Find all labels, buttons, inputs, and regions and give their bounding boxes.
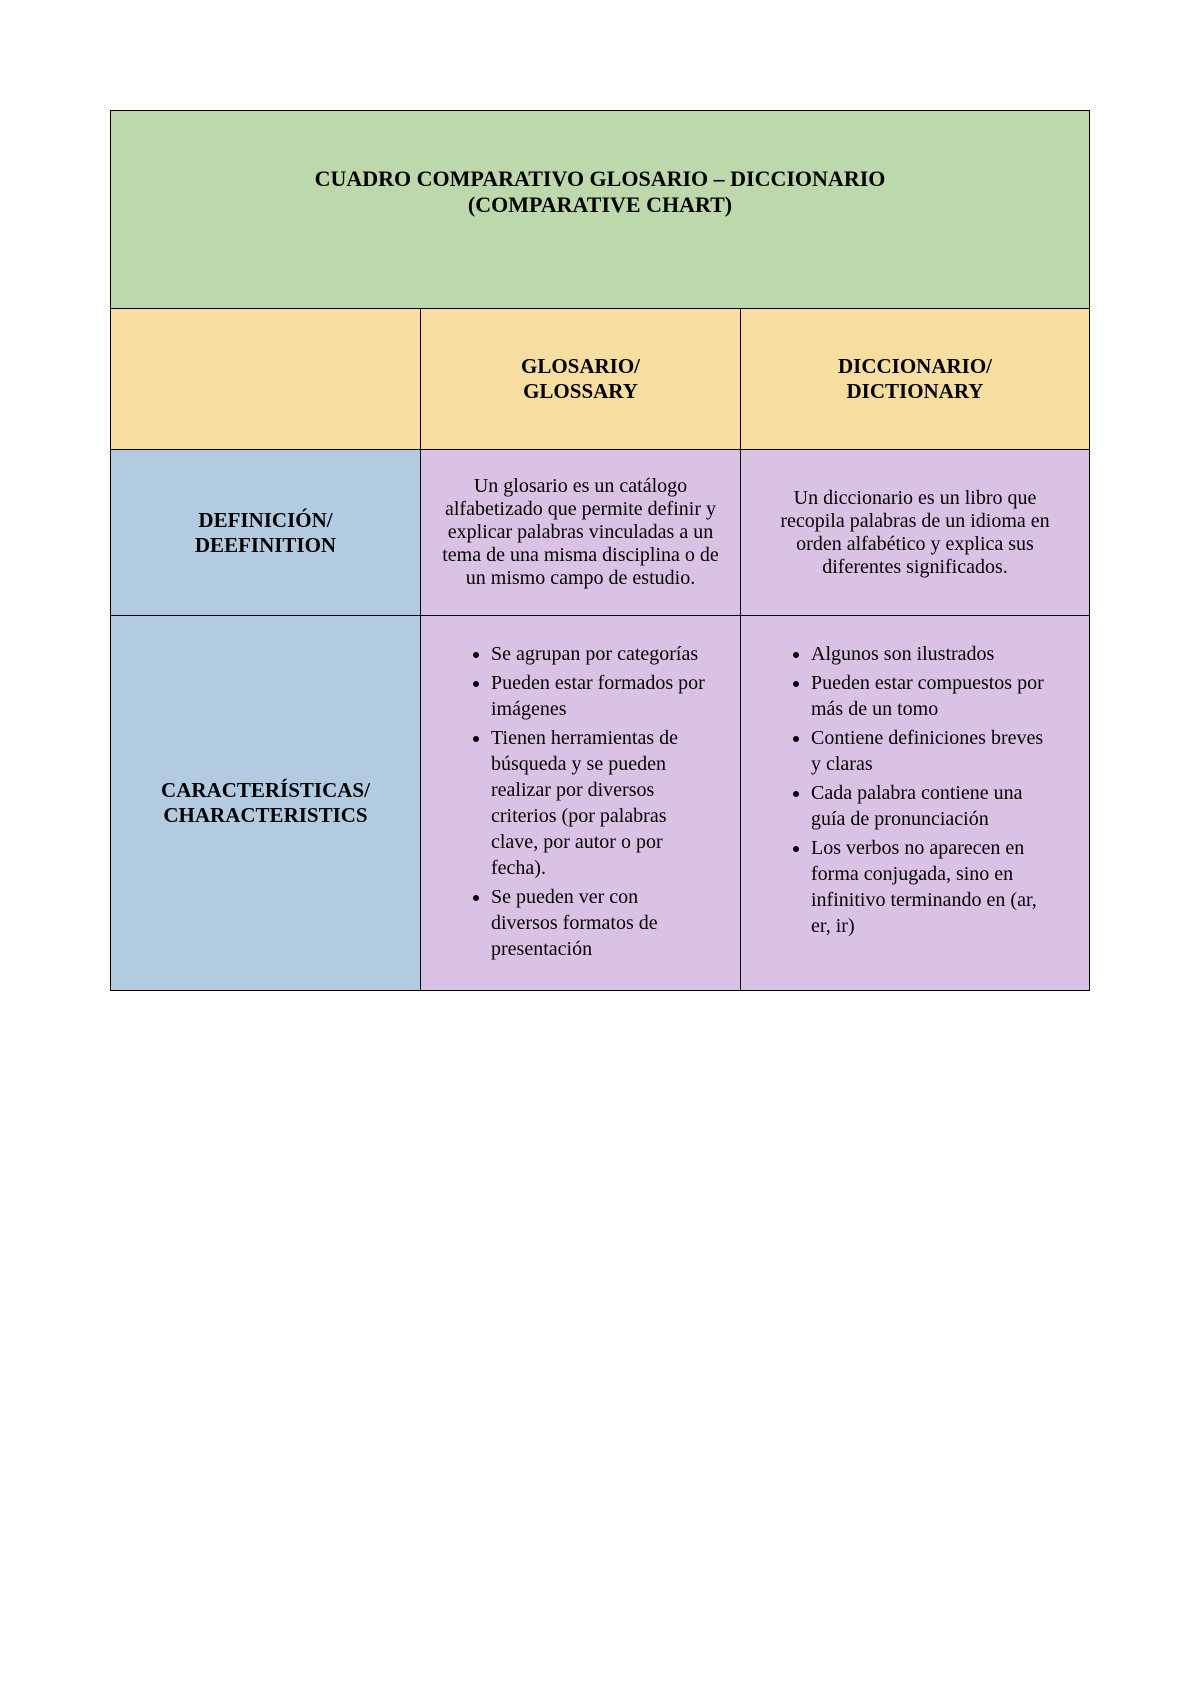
definition-dictionary-cell: Un diccionario es un libro que recopila … [741, 450, 1090, 616]
title-row: CUADRO COMPARATIVO GLOSARIO – DICCIONARI… [111, 111, 1090, 309]
list-item: Pueden estar compuestos por más de un to… [811, 670, 1054, 722]
characteristics-label-line2: CHARACTERISTICS [163, 803, 367, 827]
comparative-chart-table: CUADRO COMPARATIVO GLOSARIO – DICCIONARI… [110, 110, 1090, 991]
characteristics-dictionary-list: Algunos son ilustrados Pueden estar compu… [766, 641, 1064, 939]
definition-label: DEFINICIÓN/ DEEFINITION [111, 450, 421, 616]
header-dictionary-line1: DICCIONARIO/ [838, 354, 992, 378]
list-item: Algunos son ilustrados [811, 641, 1054, 667]
definition-label-line2: DEEFINITION [195, 533, 336, 557]
title-cell: CUADRO COMPARATIVO GLOSARIO – DICCIONARI… [111, 111, 1090, 309]
header-glossary-line1: GLOSARIO/ [521, 354, 640, 378]
characteristics-dictionary-cell: Algunos son ilustrados Pueden estar compu… [741, 616, 1090, 991]
characteristics-label-line1: CARACTERÍSTICAS/ [161, 778, 370, 802]
list-item: Tienen herramientas de búsqueda y se pue… [491, 725, 705, 881]
list-item: Se agrupan por categorías [491, 641, 705, 667]
definition-row: DEFINICIÓN/ DEEFINITION Un glosario es u… [111, 450, 1090, 616]
list-item: Se pueden ver con diversos formatos de p… [491, 884, 705, 962]
characteristics-glossary-list: Se agrupan por categorías Pueden estar fo… [446, 641, 715, 962]
list-item: Pueden estar formados por imágenes [491, 670, 705, 722]
header-row: GLOSARIO/ GLOSSARY DICCIONARIO/ DICTIONA… [111, 309, 1090, 450]
characteristics-label: CARACTERÍSTICAS/ CHARACTERISTICS [111, 616, 421, 991]
header-glossary-line2: GLOSSARY [523, 379, 638, 403]
title-line2: (COMPARATIVE CHART) [131, 192, 1069, 218]
list-item: Contiene definiciones breves y claras [811, 725, 1054, 777]
definition-glossary-cell: Un glosario es un catálogo alfabetizado … [421, 450, 741, 616]
header-dictionary-line2: DICTIONARY [847, 379, 984, 403]
list-item: Los verbos no aparecen en forma conjugad… [811, 835, 1054, 939]
characteristics-glossary-cell: Se agrupan por categorías Pueden estar fo… [421, 616, 741, 991]
title-line1: CUADRO COMPARATIVO GLOSARIO – DICCIONARI… [131, 166, 1069, 192]
definition-label-line1: DEFINICIÓN/ [198, 508, 332, 532]
header-glossary: GLOSARIO/ GLOSSARY [421, 309, 741, 450]
list-item: Cada palabra contiene una guía de pronun… [811, 780, 1054, 832]
characteristics-row: CARACTERÍSTICAS/ CHARACTERISTICS Se agru… [111, 616, 1090, 991]
header-blank [111, 309, 421, 450]
header-dictionary: DICCIONARIO/ DICTIONARY [741, 309, 1090, 450]
